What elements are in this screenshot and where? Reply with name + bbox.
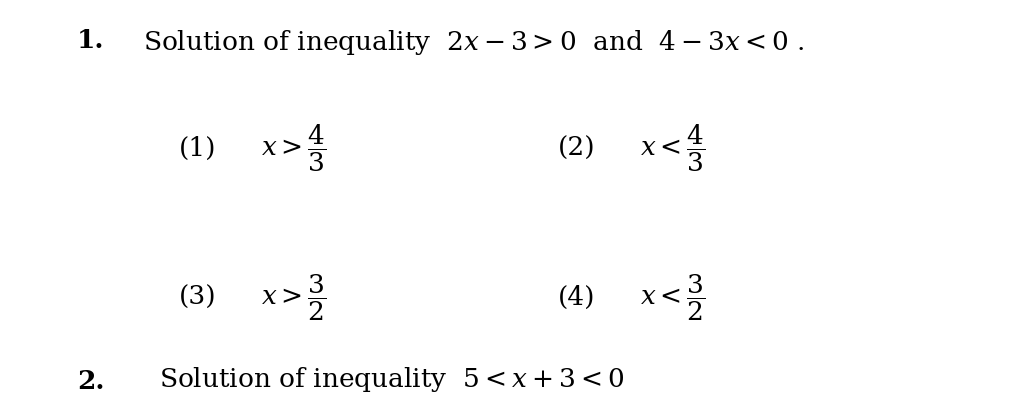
Text: $x>\dfrac{3}{2}$: $x>\dfrac{3}{2}$ bbox=[261, 272, 327, 322]
Text: $x>\dfrac{4}{3}$: $x>\dfrac{4}{3}$ bbox=[261, 123, 327, 174]
Text: (4): (4) bbox=[558, 284, 596, 309]
Text: (2): (2) bbox=[558, 136, 596, 161]
Text: $x<\dfrac{3}{2}$: $x<\dfrac{3}{2}$ bbox=[640, 272, 706, 322]
Text: Solution of inequality  $2x-3>0$  and  $4-3x<0$ .: Solution of inequality $2x-3>0$ and $4-3… bbox=[143, 28, 805, 57]
Text: 2.: 2. bbox=[77, 368, 104, 393]
Text: $x<\dfrac{4}{3}$: $x<\dfrac{4}{3}$ bbox=[640, 123, 706, 174]
Text: 1.: 1. bbox=[77, 28, 104, 53]
Text: (1): (1) bbox=[179, 136, 217, 161]
Text: (3): (3) bbox=[179, 284, 217, 309]
Text: Solution of inequality  $5<x+3<0$: Solution of inequality $5<x+3<0$ bbox=[159, 364, 624, 393]
